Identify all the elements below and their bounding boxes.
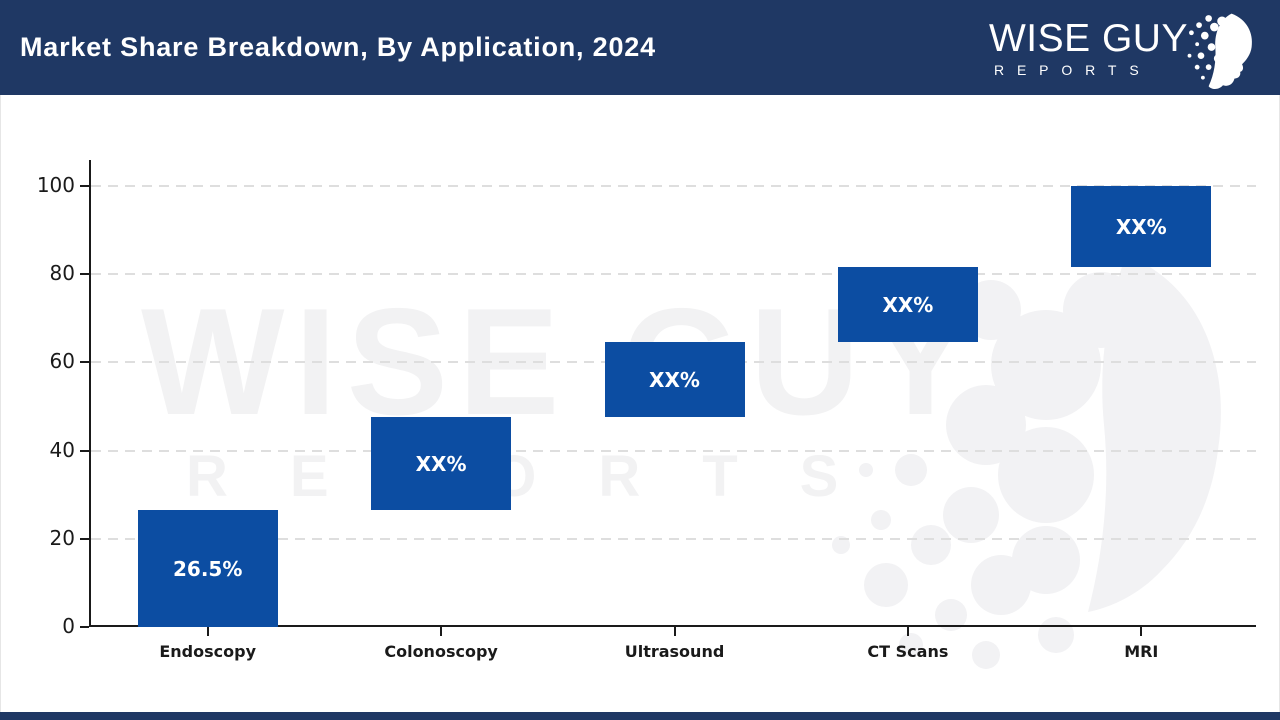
footer-bar — [0, 712, 1280, 720]
bar-endoscopy: 26.5% — [137, 510, 278, 627]
logo-text-wiseguy: WISE GUY — [988, 16, 1188, 60]
bar-mri: XX% — [1071, 186, 1212, 268]
y-tick-label-0: 0 — [62, 614, 75, 638]
y-tick-label-80: 80 — [49, 261, 75, 286]
bar-value-label-mri: XX% — [1115, 214, 1167, 239]
y-tick-mark-100 — [80, 185, 89, 187]
y-tick-mark-80 — [80, 273, 89, 276]
bar-value-label-ultrasound: XX% — [649, 367, 700, 392]
wiseguy-face-logo-icon — [1187, 13, 1252, 89]
chart-title: Market Share Breakdown, By Application, … — [20, 32, 656, 62]
y-tick-mark-0 — [80, 626, 89, 628]
gridline-40 — [91, 449, 1256, 452]
y-tick-label-40: 40 — [49, 437, 75, 462]
watermark-face-icon — [832, 255, 1221, 669]
bar-value-label-ct-scans: XX% — [882, 292, 934, 317]
x-category-label-endoscopy: Endoscopy — [159, 642, 257, 661]
logo-text-reports: REPORTS — [993, 61, 1152, 78]
bar-ultrasound: XX% — [604, 342, 745, 418]
x-tick-mark-ct-scans — [906, 627, 909, 636]
watermark-text-reports: REPORTS — [186, 444, 901, 509]
y-tick-mark-20 — [80, 537, 89, 540]
x-tick-mark-ultrasound — [673, 627, 676, 636]
x-category-label-mri: MRI — [1124, 642, 1159, 661]
x-tick-mark-mri — [1140, 627, 1143, 636]
x-category-label-colonoscopy: Colonoscopy — [384, 642, 498, 661]
header-bar: Market Share Breakdown, By Application, … — [0, 0, 1280, 95]
bar-ct-scans: XX% — [837, 267, 978, 343]
chart-area: WISE GUY REPORTS 0 20 40 60 80 100 26.5% Endosc… — [0, 95, 1280, 712]
x-category-label-ct-scans: CT Scans — [867, 642, 949, 661]
gridline-100 — [91, 185, 1256, 187]
logo-wordmark: WISE GUY REPORTS — [989, 19, 1188, 77]
y-tick-label-100: 100 — [36, 173, 75, 197]
x-category-label-ultrasound: Ultrasound — [624, 642, 725, 661]
wiseguy-logo: WISE GUY REPORTS — [989, 0, 1262, 95]
gridline-20 — [91, 537, 1256, 540]
x-tick-mark-endoscopy — [206, 627, 209, 636]
bar-colonoscopy: XX% — [371, 417, 512, 511]
x-tick-mark-colonoscopy — [440, 627, 443, 636]
bar-value-label-colonoscopy: XX% — [415, 451, 467, 476]
y-tick-mark-40 — [80, 449, 89, 452]
waterfall-chart: 0 20 40 60 80 100 26.5% Endoscopy XX% Colonoscopy… — [37, 160, 1256, 661]
y-tick-label-60: 60 — [49, 349, 75, 374]
y-tick-mark-60 — [80, 361, 89, 364]
y-tick-label-20: 20 — [49, 525, 75, 550]
bar-value-label-endoscopy: 26.5% — [172, 556, 243, 581]
gridline-80 — [91, 273, 1256, 276]
